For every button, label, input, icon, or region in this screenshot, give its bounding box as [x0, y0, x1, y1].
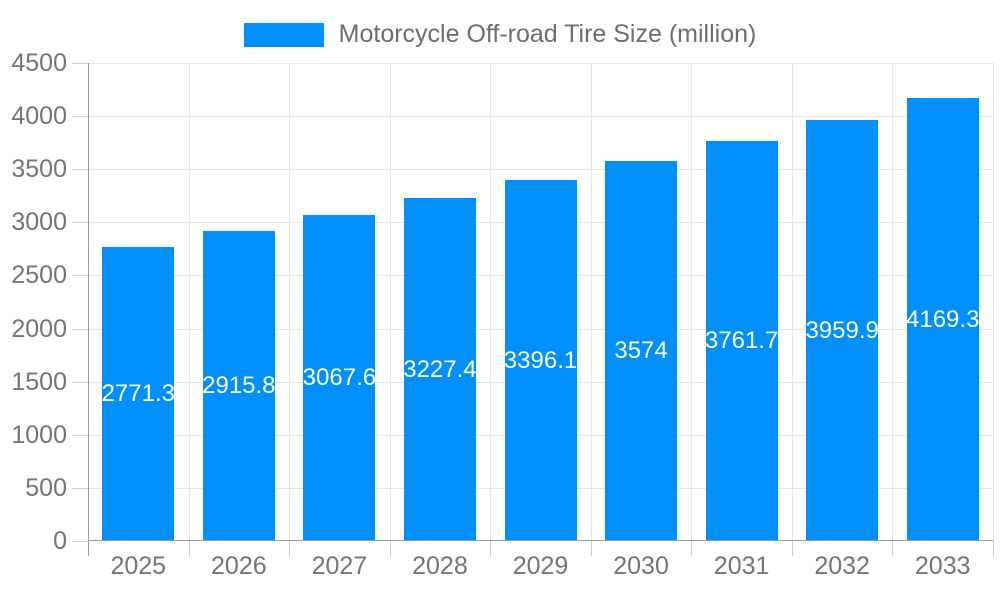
bar-value-label: 4169.3 — [906, 305, 980, 333]
y-axis-tick — [72, 222, 88, 224]
x-axis-label: 2033 — [914, 552, 971, 580]
x-gridline — [993, 63, 994, 541]
y-axis-label: 0 — [53, 527, 67, 555]
x-axis-label: 2028 — [412, 552, 468, 580]
bar[interactable] — [605, 161, 678, 541]
bar-value-label: 3227.4 — [403, 355, 477, 383]
x-gridline — [490, 63, 492, 541]
x-gridline — [691, 63, 693, 541]
x-gridline — [389, 63, 391, 541]
y-axis-tick — [72, 541, 88, 542]
y-gridline — [88, 169, 993, 171]
x-gridline — [289, 63, 291, 541]
x-axis-label: 2027 — [311, 552, 368, 580]
x-axis-tick — [490, 541, 492, 556]
bar[interactable] — [806, 120, 879, 541]
bar[interactable] — [504, 180, 577, 541]
legend[interactable]: Motorcycle Off-road Tire Size (million) — [0, 20, 1000, 49]
y-axis-label: 2500 — [11, 261, 67, 290]
bar-value-label: 2771.3 — [101, 379, 175, 407]
x-gridline — [892, 63, 894, 541]
y-axis-line — [88, 63, 89, 556]
bar[interactable] — [102, 246, 175, 541]
bar[interactable] — [906, 98, 979, 541]
y-axis-tick — [72, 63, 88, 64]
x-axis-tick — [188, 541, 190, 556]
x-axis-tick — [289, 541, 291, 556]
x-axis-label: 2031 — [713, 552, 770, 580]
y-axis-label: 2000 — [11, 314, 67, 343]
x-axis-tick — [791, 541, 793, 556]
y-gridline — [88, 63, 993, 64]
bar[interactable] — [403, 198, 476, 541]
y-axis-tick — [72, 169, 88, 171]
y-axis-label: 4500 — [11, 49, 67, 77]
y-axis-tick — [72, 381, 88, 383]
x-gridline — [188, 63, 190, 541]
bar-value-label: 3959.9 — [805, 316, 879, 344]
x-axis-label: 2025 — [110, 552, 167, 580]
x-axis-tick — [389, 541, 391, 556]
y-axis-tick — [72, 434, 88, 436]
x-gridline — [590, 63, 592, 541]
bar[interactable] — [705, 141, 778, 541]
bar-value-label: 2915.8 — [202, 372, 276, 400]
plot-area: 2771.3 2915.8 3067.6 3227.4 3396.1 3574 3761.7… — [11, 49, 994, 580]
x-axis-tick — [691, 541, 693, 556]
x-axis-tick — [892, 541, 894, 556]
x-axis-tick — [993, 541, 994, 556]
bar[interactable] — [303, 215, 376, 541]
x-axis-label: 2032 — [814, 552, 870, 580]
x-axis-tick — [590, 541, 592, 556]
bar-value-label: 3396.1 — [503, 346, 578, 374]
y-axis-tick — [72, 275, 88, 277]
y-axis-label: 500 — [25, 473, 67, 502]
x-axis-label: 2026 — [211, 552, 267, 580]
y-axis-label: 3000 — [11, 208, 67, 237]
y-axis-label: 1500 — [11, 367, 67, 396]
y-axis-tick — [72, 116, 88, 118]
legend-label: Motorcycle Off-road Tire Size (million) — [338, 20, 757, 48]
x-gridline — [791, 63, 793, 541]
x-axis-label: 2030 — [613, 552, 669, 580]
y-axis-label: 1000 — [11, 420, 67, 449]
legend-swatch-icon — [243, 22, 324, 47]
y-axis-tick — [72, 487, 88, 489]
x-axis-line — [88, 540, 993, 541]
x-axis-label: 2029 — [512, 552, 569, 580]
y-axis-label: 3500 — [11, 155, 67, 184]
y-axis-label: 4000 — [11, 102, 67, 131]
y-gridline — [88, 116, 993, 118]
bar-value-label: 3067.6 — [302, 364, 377, 392]
bar[interactable] — [202, 231, 275, 541]
bar-value-label: 3761.7 — [704, 327, 779, 355]
y-axis-tick — [72, 328, 88, 330]
bar-value-label: 3574 — [614, 337, 668, 365]
